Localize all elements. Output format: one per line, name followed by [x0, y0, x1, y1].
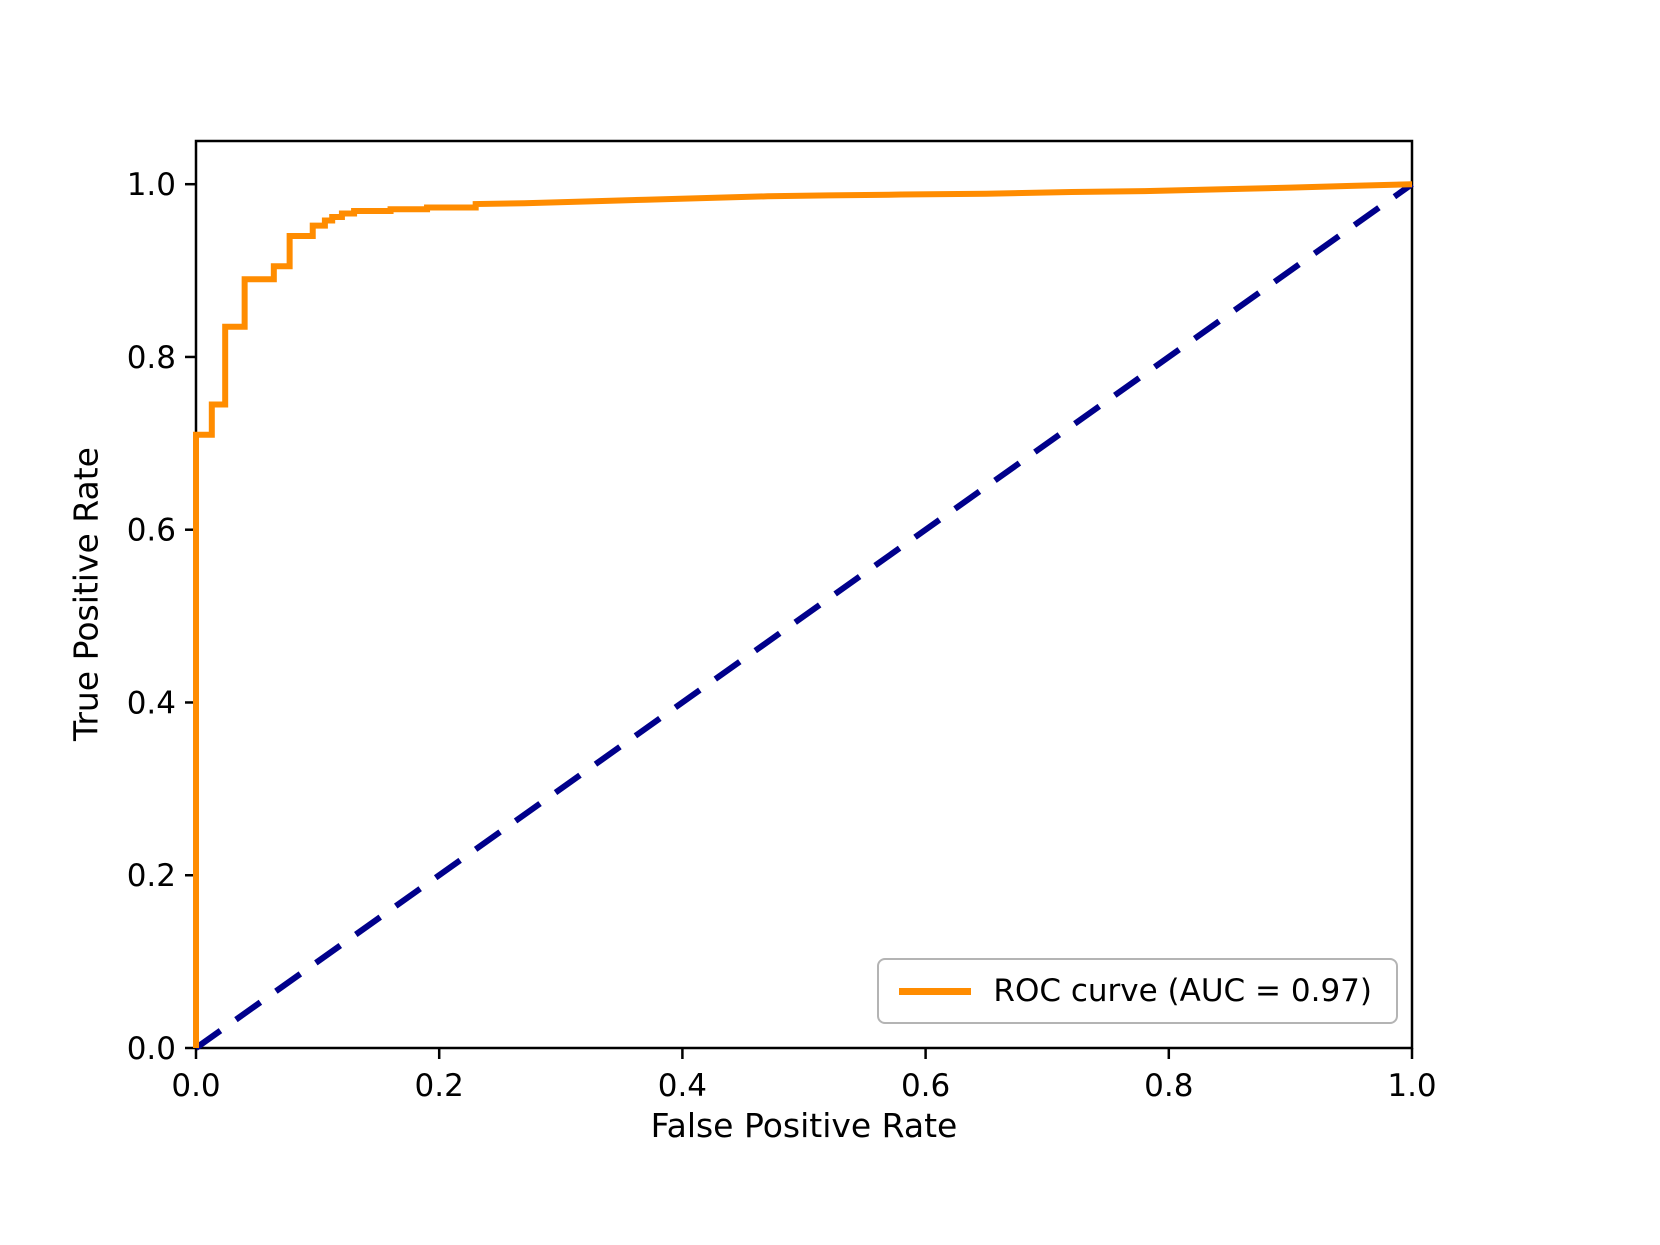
- roc-curve-line: [193, 181, 1413, 1048]
- x-tick-label: 0.4: [658, 1068, 707, 1104]
- x-tick-label: 0.8: [1144, 1068, 1193, 1104]
- roc-curve-legend-swatch: [899, 987, 972, 995]
- y-tick-label: 0.0: [127, 1031, 176, 1067]
- roc-curve-legend-label: ROC curve (AUC = 0.97): [993, 973, 1372, 1009]
- x-tick-label: 1.0: [1387, 1068, 1436, 1104]
- x-axis-label: False Positive Rate: [650, 1106, 958, 1145]
- y-tick-label: 0.6: [127, 513, 176, 549]
- y-tick-label: 0.4: [127, 685, 176, 721]
- y-tick-label: 1.0: [127, 167, 176, 203]
- x-tick-label: 0.2: [415, 1068, 464, 1104]
- y-tick-label: 0.8: [127, 340, 176, 376]
- y-axis-label: True Positive Rate: [66, 447, 106, 741]
- x-tick-label: 0.0: [171, 1068, 220, 1104]
- y-tick-label: 0.2: [127, 858, 176, 894]
- legend: ROC curve (AUC = 0.97): [877, 958, 1398, 1024]
- chance-diagonal-line: [194, 181, 1414, 1051]
- plot-border: [194, 139, 1414, 1050]
- x-tick-label: 0.6: [901, 1068, 950, 1104]
